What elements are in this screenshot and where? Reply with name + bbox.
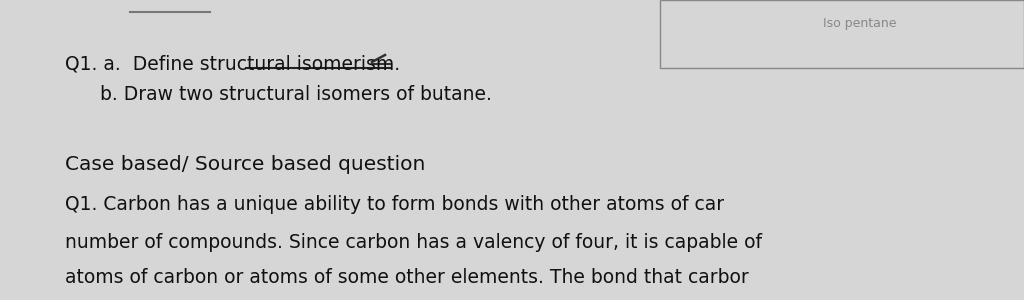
Bar <box>660 0 1024 68</box>
Text: Q1. Carbon has a unique ability to form bonds with other atoms of car: Q1. Carbon has a unique ability to form … <box>65 195 724 214</box>
Text: Q1. a.  Define structural isomerism.: Q1. a. Define structural isomerism. <box>65 55 400 74</box>
Text: Case based/ Source based question: Case based/ Source based question <box>65 155 425 174</box>
Text: Iso pentane: Iso pentane <box>823 17 897 30</box>
Text: number of compounds. Since carbon has a valency of four, it is capable of: number of compounds. Since carbon has a … <box>65 233 762 252</box>
Text: b. Draw two structural isomers of butane.: b. Draw two structural isomers of butane… <box>100 85 492 104</box>
Text: atoms of carbon or atoms of some other elements. The bond that carbor: atoms of carbon or atoms of some other e… <box>65 268 749 287</box>
